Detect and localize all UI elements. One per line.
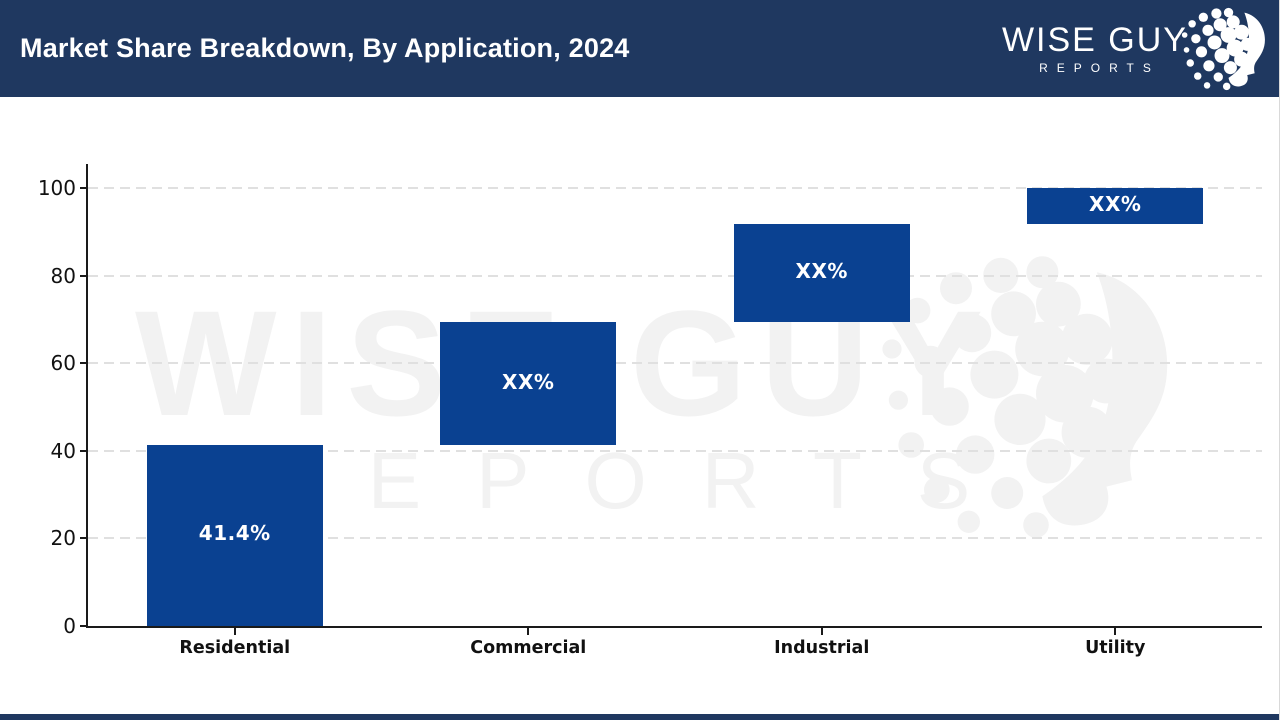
logo-wordmark: WISE GUY REPORTS: [1002, 22, 1188, 75]
gridline-y20: [88, 537, 1262, 540]
bar-value-label: 41.4%: [198, 521, 271, 546]
gridline-y40: [88, 449, 1262, 452]
bar-value-label: XX%: [795, 259, 848, 284]
x-axis-line: [86, 626, 1262, 628]
category-label-utility: Utility: [1085, 638, 1146, 658]
x-tick-residential: [233, 628, 236, 635]
logo-subtitle: REPORTS: [1039, 61, 1160, 75]
gridline-y100: [88, 187, 1262, 189]
header-bar: Market Share Breakdown, By Application, …: [0, 0, 1279, 97]
y-tick-label-60: 60: [50, 351, 76, 376]
y-tick-40: [80, 449, 88, 452]
bar-value-label: XX%: [1089, 192, 1142, 217]
bar-utility: XX%: [1027, 188, 1204, 225]
x-tick-utility: [1114, 628, 1117, 635]
wiseguy-logo: WISE GUY REPORTS: [1002, 7, 1270, 91]
logo-name: WISE GUY: [1001, 21, 1188, 59]
y-tick-0: [80, 625, 88, 627]
x-tick-industrial: [820, 628, 823, 635]
y-tick-label-20: 20: [50, 526, 76, 551]
gridline-y60: [88, 362, 1262, 365]
bar-industrial: XX%: [733, 224, 910, 323]
y-tick-label-40: 40: [50, 438, 76, 463]
category-label-commercial: Commercial: [470, 638, 587, 658]
y-tick-label-100: 100: [37, 176, 76, 200]
logo-head-icon: [1181, 7, 1265, 90]
y-tick-80: [80, 274, 88, 277]
bar-commercial: XX%: [440, 322, 617, 445]
gridline-y80: [88, 274, 1262, 277]
y-tick-20: [80, 537, 88, 540]
page-title: Market Share Breakdown, By Application, …: [20, 33, 630, 63]
bar-value-label: XX%: [502, 369, 555, 394]
x-tick-commercial: [527, 628, 530, 635]
y-tick-label-80: 80: [50, 263, 76, 288]
y-tick-label-0: 0: [63, 614, 76, 638]
chart-canvas: WISE GUY REPORTS 0 20 40 60 80 100 41.4% Reside…: [0, 97, 1279, 714]
category-label-residential: Residential: [179, 638, 291, 658]
y-tick-100: [80, 187, 88, 189]
y-axis-line: [86, 164, 88, 628]
category-label-industrial: Industrial: [774, 638, 870, 658]
footer-bar: [0, 714, 1279, 720]
y-tick-60: [80, 362, 88, 365]
bar-residential: 41.4%: [146, 444, 323, 626]
